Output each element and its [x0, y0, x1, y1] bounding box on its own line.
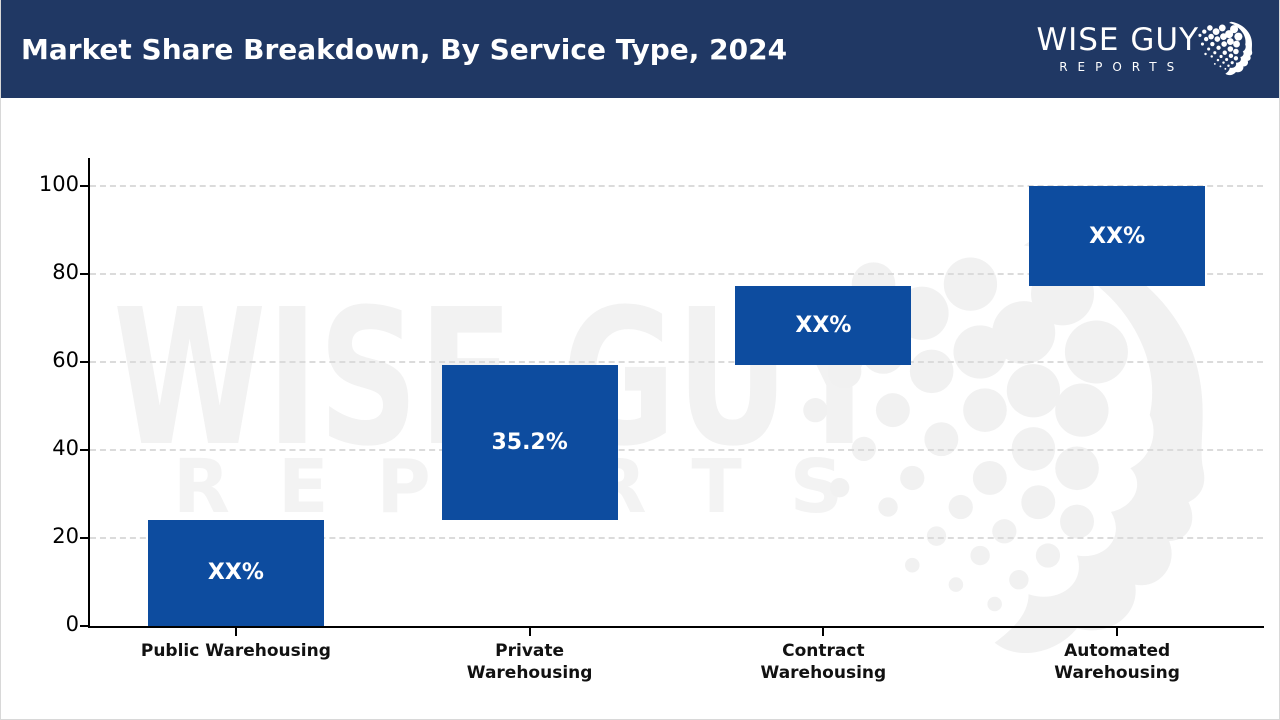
logo-text: WISE GUY REPORTS: [1036, 21, 1199, 74]
y-tick-mark: [80, 185, 89, 187]
x-axis-category-label: Private Warehousing: [466, 641, 593, 683]
gridline-100: [90, 185, 1263, 187]
x-tick-mark: [528, 628, 531, 636]
y-axis-tick-label: 80: [52, 260, 79, 284]
y-axis-tick-label: 20: [52, 524, 79, 548]
logo-wordmark: WISE GUY: [1036, 21, 1199, 58]
y-tick-mark: [80, 625, 89, 627]
wiseguy-head-icon: [1198, 21, 1253, 76]
x-axis-category-label: Contract Warehousing: [760, 641, 887, 683]
gridline-20: [90, 537, 1263, 539]
wiseguy-logo: WISE GUY REPORTS: [1036, 9, 1257, 89]
logo-subtext: REPORTS: [1059, 59, 1185, 74]
bar-value-label: 35.2%: [491, 429, 568, 455]
x-axis-category-label: Public Warehousing: [140, 641, 331, 661]
header-bar: Market Share Breakdown, By Service Type,…: [1, 0, 1279, 98]
x-axis-line: [88, 626, 1264, 628]
bar-automated-warehousing: XX%: [1029, 186, 1206, 287]
gridline-40: [90, 449, 1263, 451]
plot-area: 0 20 40 60 80 100 XX% Public Warehousing 35.2% Pr…: [1, 98, 1279, 719]
gridline-80: [90, 273, 1263, 275]
x-tick-mark: [822, 628, 825, 636]
x-tick-mark: [1116, 628, 1119, 636]
chart-title: Market Share Breakdown, By Service Type,…: [21, 32, 788, 66]
bar-value-label: XX%: [795, 312, 852, 338]
y-tick-mark: [80, 273, 89, 275]
gridline-60: [90, 361, 1263, 363]
bar-private-warehousing: 35.2%: [441, 364, 618, 520]
y-tick-mark: [80, 361, 89, 363]
y-axis-line: [88, 158, 90, 628]
x-axis-category-label: Automated Warehousing: [1054, 641, 1180, 683]
bar-value-label: XX%: [1089, 223, 1146, 249]
y-axis-tick-label: 100: [38, 172, 79, 196]
y-axis-tick-label: 40: [52, 436, 79, 460]
y-axis-tick-label: 60: [52, 348, 79, 372]
y-tick-mark: [80, 449, 89, 451]
y-tick-mark: [80, 537, 89, 539]
y-axis-tick-label: 0: [65, 612, 79, 636]
x-tick-mark: [234, 628, 237, 636]
bar-contract-warehousing: XX%: [735, 286, 912, 365]
watermark-head-icon: [783, 235, 1205, 654]
bar-value-label: XX%: [207, 560, 264, 586]
bar-public-warehousing: XX%: [147, 519, 324, 626]
